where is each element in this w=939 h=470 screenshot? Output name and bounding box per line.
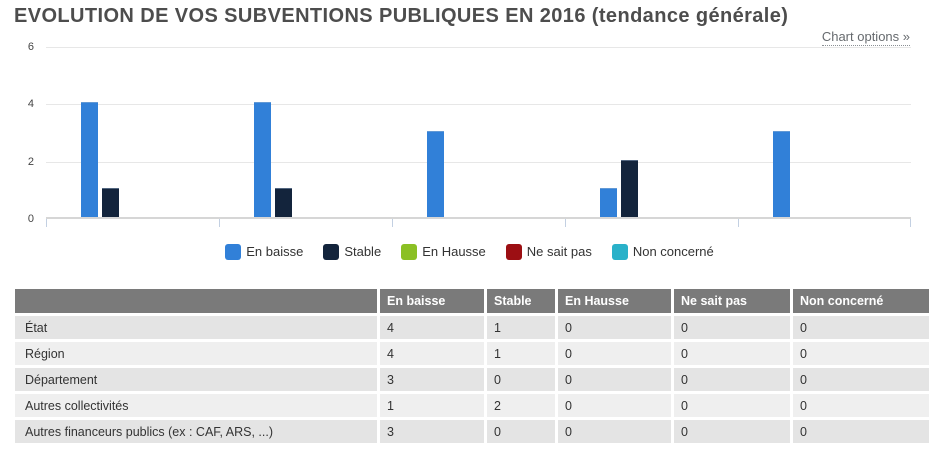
row-label-cell: Département [15,368,377,391]
legend-swatch-icon [401,244,418,260]
legend-label: En Hausse [422,244,486,259]
y-axis-label: 6 [27,41,34,53]
grid-line [46,47,911,48]
legend-swatch-icon [505,244,522,260]
row-label-cell: Région [15,342,377,365]
table-row: Autres collectivités 1 2 0 0 0 [15,394,929,417]
grid-line [46,162,911,163]
bar-stable[interactable] [102,188,119,217]
value-cell: 0 [793,394,929,417]
legend-label: Non concerné [632,244,714,259]
value-cell: 0 [558,342,671,365]
table-row: État 4 1 0 0 0 [15,316,929,339]
value-cell: 3 [380,368,484,391]
legend-swatch-icon [225,244,242,260]
bar-stable[interactable] [275,188,292,217]
value-cell: 4 [380,342,484,365]
legend-label: Ne sait pas [526,244,592,259]
bar-en-baisse[interactable] [773,131,790,217]
chart-options-link[interactable]: Chart options » [821,29,910,46]
value-cell: 0 [558,316,671,339]
bar-en-baisse[interactable] [254,102,271,217]
legend-item[interactable]: En baisse [225,244,303,260]
value-cell: 0 [674,394,790,417]
y-axis-label: 0 [27,213,34,225]
legend-swatch-icon [611,244,628,260]
value-cell: 2 [487,394,555,417]
table-header-cell: En baisse [380,289,484,313]
legend-item[interactable]: En Hausse [401,244,486,260]
value-cell: 0 [558,394,671,417]
chart-title: EVOLUTION DE VOS SUBVENTIONS PUBLIQUES E… [14,5,789,27]
value-cell: 4 [380,316,484,339]
value-cell: 0 [558,368,671,391]
table-header-cell [15,289,377,313]
value-cell: 0 [674,420,790,443]
row-label-cell: Autres collectivités [15,394,377,417]
legend-label: En baisse [246,244,304,259]
value-cell: 0 [793,420,929,443]
value-cell: 0 [793,342,929,365]
value-cell: 0 [487,420,555,443]
legend-item[interactable]: Non concerné [611,244,714,260]
bar-en-baisse[interactable] [81,102,98,217]
chart-legend: En baisse Stable En Hausse Ne sait pas Non c… [0,244,939,260]
value-cell: 0 [793,316,929,339]
value-cell: 0 [674,368,790,391]
results-table: En baisse Stable En Hausse Ne sait pas Non c… [12,286,932,446]
legend-swatch-icon [323,244,340,260]
table-header-cell: Ne sait pas [674,289,790,313]
value-cell: 1 [380,394,484,417]
row-label-cell: État [15,316,377,339]
value-cell: 0 [674,342,790,365]
table-header-cell: Stable [487,289,555,313]
legend-label: Stable [344,244,382,259]
x-axis-tick [565,219,566,227]
bar-en-baisse[interactable] [427,131,444,217]
table-body: État 4 1 0 0 0 Région 4 1 0 0 0 Département 3 0 0 0 0 Autr… [15,316,929,443]
bar-en-baisse[interactable] [600,188,617,217]
row-label-cell: Autres financeurs publics (ex : CAF, ARS… [15,420,377,443]
x-axis-tick [910,219,911,227]
value-cell: 0 [558,420,671,443]
bar-chart-plot-area [46,47,911,227]
value-cell: 0 [793,368,929,391]
x-axis-tick [219,219,220,227]
legend-item[interactable]: Ne sait pas [505,244,592,260]
table-header-cell: En Hausse [558,289,671,313]
table-row: Région 4 1 0 0 0 [15,342,929,365]
value-cell: 0 [487,368,555,391]
grid-line [46,104,911,105]
x-axis-tick [738,219,739,227]
table-header-row: En baisse Stable En Hausse Ne sait pas Non c… [15,289,929,313]
table-header-cell: Non concerné [793,289,929,313]
x-axis-tick [392,219,393,227]
bar-stable[interactable] [621,160,638,217]
legend-item[interactable]: Stable [323,244,381,260]
table-row: Département 3 0 0 0 0 [15,368,929,391]
y-axis-label: 2 [27,156,34,168]
y-axis-label: 4 [27,98,34,110]
value-cell: 0 [674,316,790,339]
table-row: Autres financeurs publics (ex : CAF, ARS… [15,420,929,443]
value-cell: 1 [487,342,555,365]
value-cell: 3 [380,420,484,443]
x-axis-tick [46,219,47,227]
value-cell: 1 [487,316,555,339]
